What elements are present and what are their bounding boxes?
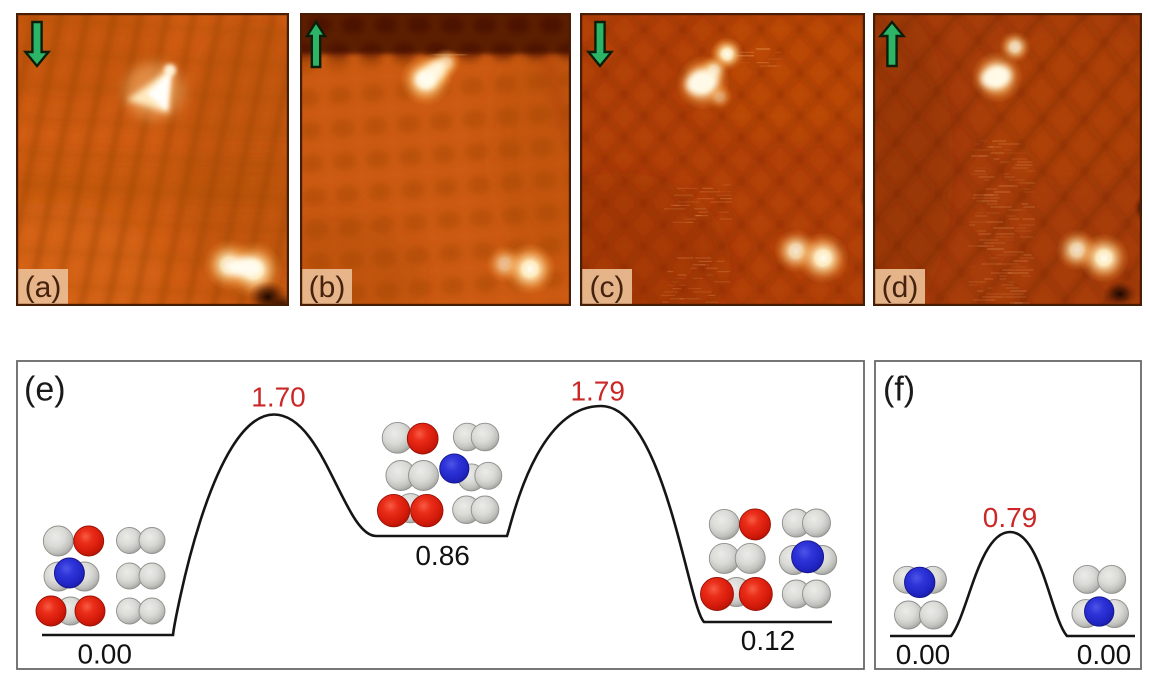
svg-text:0.79: 0.79 [983,502,1038,533]
svg-text:0.12: 0.12 [741,625,796,656]
svg-text:(a): (a) [25,271,62,304]
svg-text:(e): (e) [24,371,66,409]
svg-text:1.70: 1.70 [251,381,306,412]
svg-text:1.79: 1.79 [570,376,625,407]
svg-text:0.86: 0.86 [415,540,470,571]
svg-text:(f): (f) [883,371,915,409]
svg-text:0.00: 0.00 [77,639,132,670]
svg-text:0.00: 0.00 [896,639,951,670]
svg-text:(b): (b) [309,271,346,304]
svg-text:(d): (d) [882,271,919,304]
svg-text:(c): (c) [590,271,625,304]
svg-text:0.00: 0.00 [1077,639,1132,670]
